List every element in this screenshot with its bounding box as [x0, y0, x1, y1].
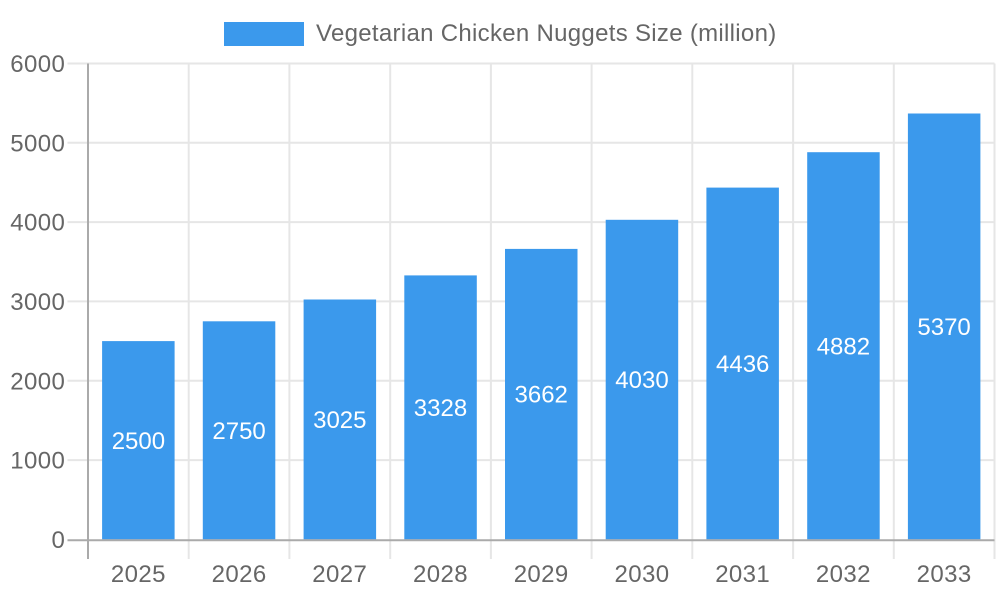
svg-text:5370: 5370	[917, 314, 970, 341]
svg-text:4436: 4436	[716, 351, 769, 378]
svg-text:5000: 5000	[10, 130, 65, 157]
svg-text:2031: 2031	[715, 561, 770, 588]
svg-text:2030: 2030	[615, 561, 670, 588]
svg-text:2028: 2028	[413, 561, 468, 588]
svg-text:3328: 3328	[414, 395, 467, 422]
svg-text:4000: 4000	[10, 210, 65, 237]
svg-text:2029: 2029	[514, 561, 569, 588]
svg-text:0: 0	[52, 527, 66, 554]
svg-text:1000: 1000	[10, 448, 65, 475]
svg-text:3025: 3025	[313, 407, 366, 434]
svg-text:2033: 2033	[917, 561, 972, 588]
svg-text:6000: 6000	[10, 51, 65, 78]
svg-text:3000: 3000	[10, 289, 65, 316]
svg-text:2027: 2027	[312, 561, 367, 588]
svg-text:2000: 2000	[10, 368, 65, 395]
svg-text:2025: 2025	[111, 561, 166, 588]
svg-text:2032: 2032	[816, 561, 871, 588]
svg-text:4882: 4882	[817, 333, 870, 360]
svg-text:2750: 2750	[212, 418, 265, 445]
svg-text:2026: 2026	[212, 561, 267, 588]
svg-text:2500: 2500	[112, 428, 165, 455]
svg-text:Vegetarian Chicken Nuggets Siz: Vegetarian Chicken Nuggets Size (million…	[316, 20, 777, 47]
svg-text:4030: 4030	[615, 367, 668, 394]
svg-text:3662: 3662	[515, 382, 568, 409]
